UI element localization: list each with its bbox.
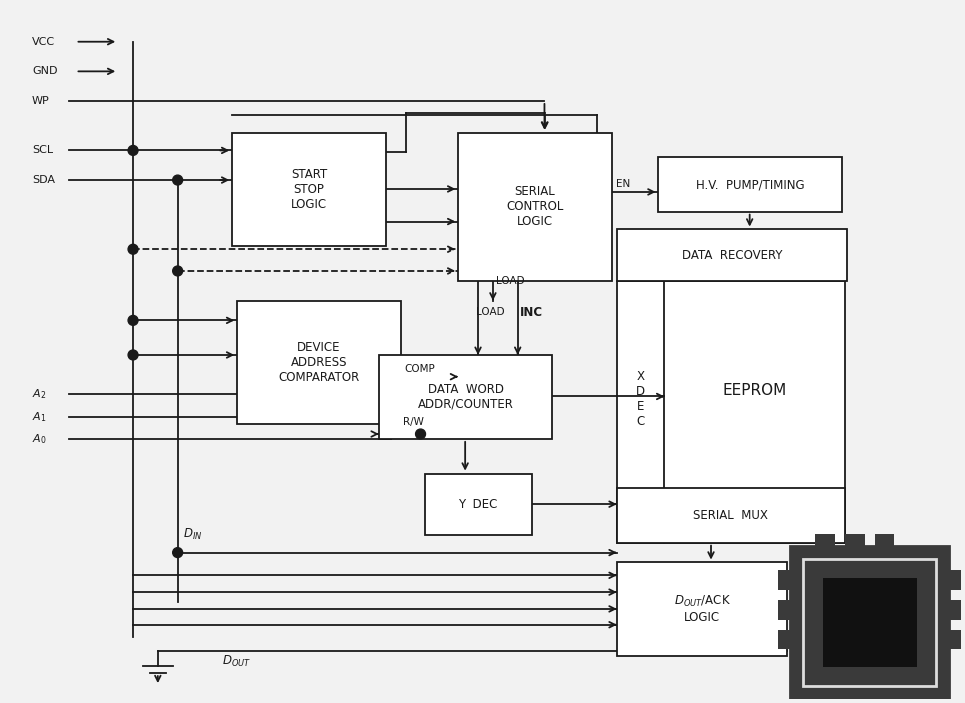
- Text: WP: WP: [32, 96, 49, 106]
- Text: $D_{OUT}$: $D_{OUT}$: [222, 654, 252, 669]
- Text: X
D
E
C: X D E C: [636, 370, 646, 427]
- Text: SERIAL
CONTROL
LOGIC: SERIAL CONTROL LOGIC: [507, 185, 564, 228]
- Text: SCL: SCL: [32, 146, 53, 155]
- Bar: [779, 600, 790, 620]
- Bar: [233, 133, 386, 246]
- Bar: [237, 301, 400, 424]
- Circle shape: [173, 266, 182, 276]
- Text: DATA  RECOVERY: DATA RECOVERY: [681, 249, 782, 262]
- Circle shape: [128, 316, 138, 325]
- Bar: [949, 600, 961, 620]
- Text: DATA  WORD
ADDR/COUNTER: DATA WORD ADDR/COUNTER: [418, 383, 513, 411]
- Bar: [779, 630, 790, 650]
- Text: LOAD: LOAD: [496, 276, 525, 286]
- Bar: [844, 699, 865, 703]
- Text: START
STOP
LOGIC: START STOP LOGIC: [290, 168, 327, 211]
- Bar: [790, 546, 949, 699]
- Text: $D_{OUT}$/ACK
LOGIC: $D_{OUT}$/ACK LOGIC: [674, 594, 731, 624]
- Circle shape: [128, 244, 138, 254]
- Text: COMP: COMP: [404, 363, 435, 374]
- Bar: [949, 570, 961, 590]
- Bar: [815, 534, 835, 546]
- Text: Y  DEC: Y DEC: [458, 498, 498, 510]
- Bar: [458, 133, 612, 280]
- Text: EEPROM: EEPROM: [723, 383, 786, 399]
- Bar: [803, 558, 936, 686]
- Bar: [658, 157, 841, 212]
- Text: VCC: VCC: [32, 37, 55, 46]
- Bar: [844, 534, 865, 546]
- Text: GND: GND: [32, 66, 58, 77]
- Circle shape: [128, 350, 138, 360]
- Bar: [874, 534, 895, 546]
- Bar: [949, 630, 961, 650]
- Text: $A_0$: $A_0$: [32, 432, 46, 446]
- Bar: [779, 570, 790, 590]
- Circle shape: [173, 548, 182, 557]
- Text: SDA: SDA: [32, 175, 55, 185]
- Bar: [822, 578, 917, 666]
- Bar: [379, 355, 552, 439]
- Text: LOAD: LOAD: [476, 307, 505, 318]
- Text: $D_{IN}$: $D_{IN}$: [182, 527, 202, 542]
- Bar: [617, 229, 847, 280]
- Bar: [874, 699, 895, 703]
- Bar: [815, 699, 835, 703]
- Text: INC: INC: [520, 306, 542, 319]
- Text: EN: EN: [616, 179, 630, 189]
- Text: SERIAL  MUX: SERIAL MUX: [694, 509, 768, 522]
- Text: DEVICE
ADDRESS
COMPARATOR: DEVICE ADDRESS COMPARATOR: [278, 341, 360, 384]
- Text: $A_1$: $A_1$: [32, 411, 46, 424]
- Circle shape: [128, 146, 138, 155]
- Circle shape: [416, 429, 426, 439]
- Text: R/W: R/W: [402, 417, 424, 427]
- Bar: [617, 489, 844, 543]
- Circle shape: [173, 175, 182, 185]
- Text: H.V.  PUMP/TIMING: H.V. PUMP/TIMING: [696, 178, 805, 191]
- Bar: [617, 562, 787, 657]
- Bar: [617, 280, 844, 543]
- Bar: [425, 474, 532, 535]
- Text: $A_2$: $A_2$: [32, 387, 46, 401]
